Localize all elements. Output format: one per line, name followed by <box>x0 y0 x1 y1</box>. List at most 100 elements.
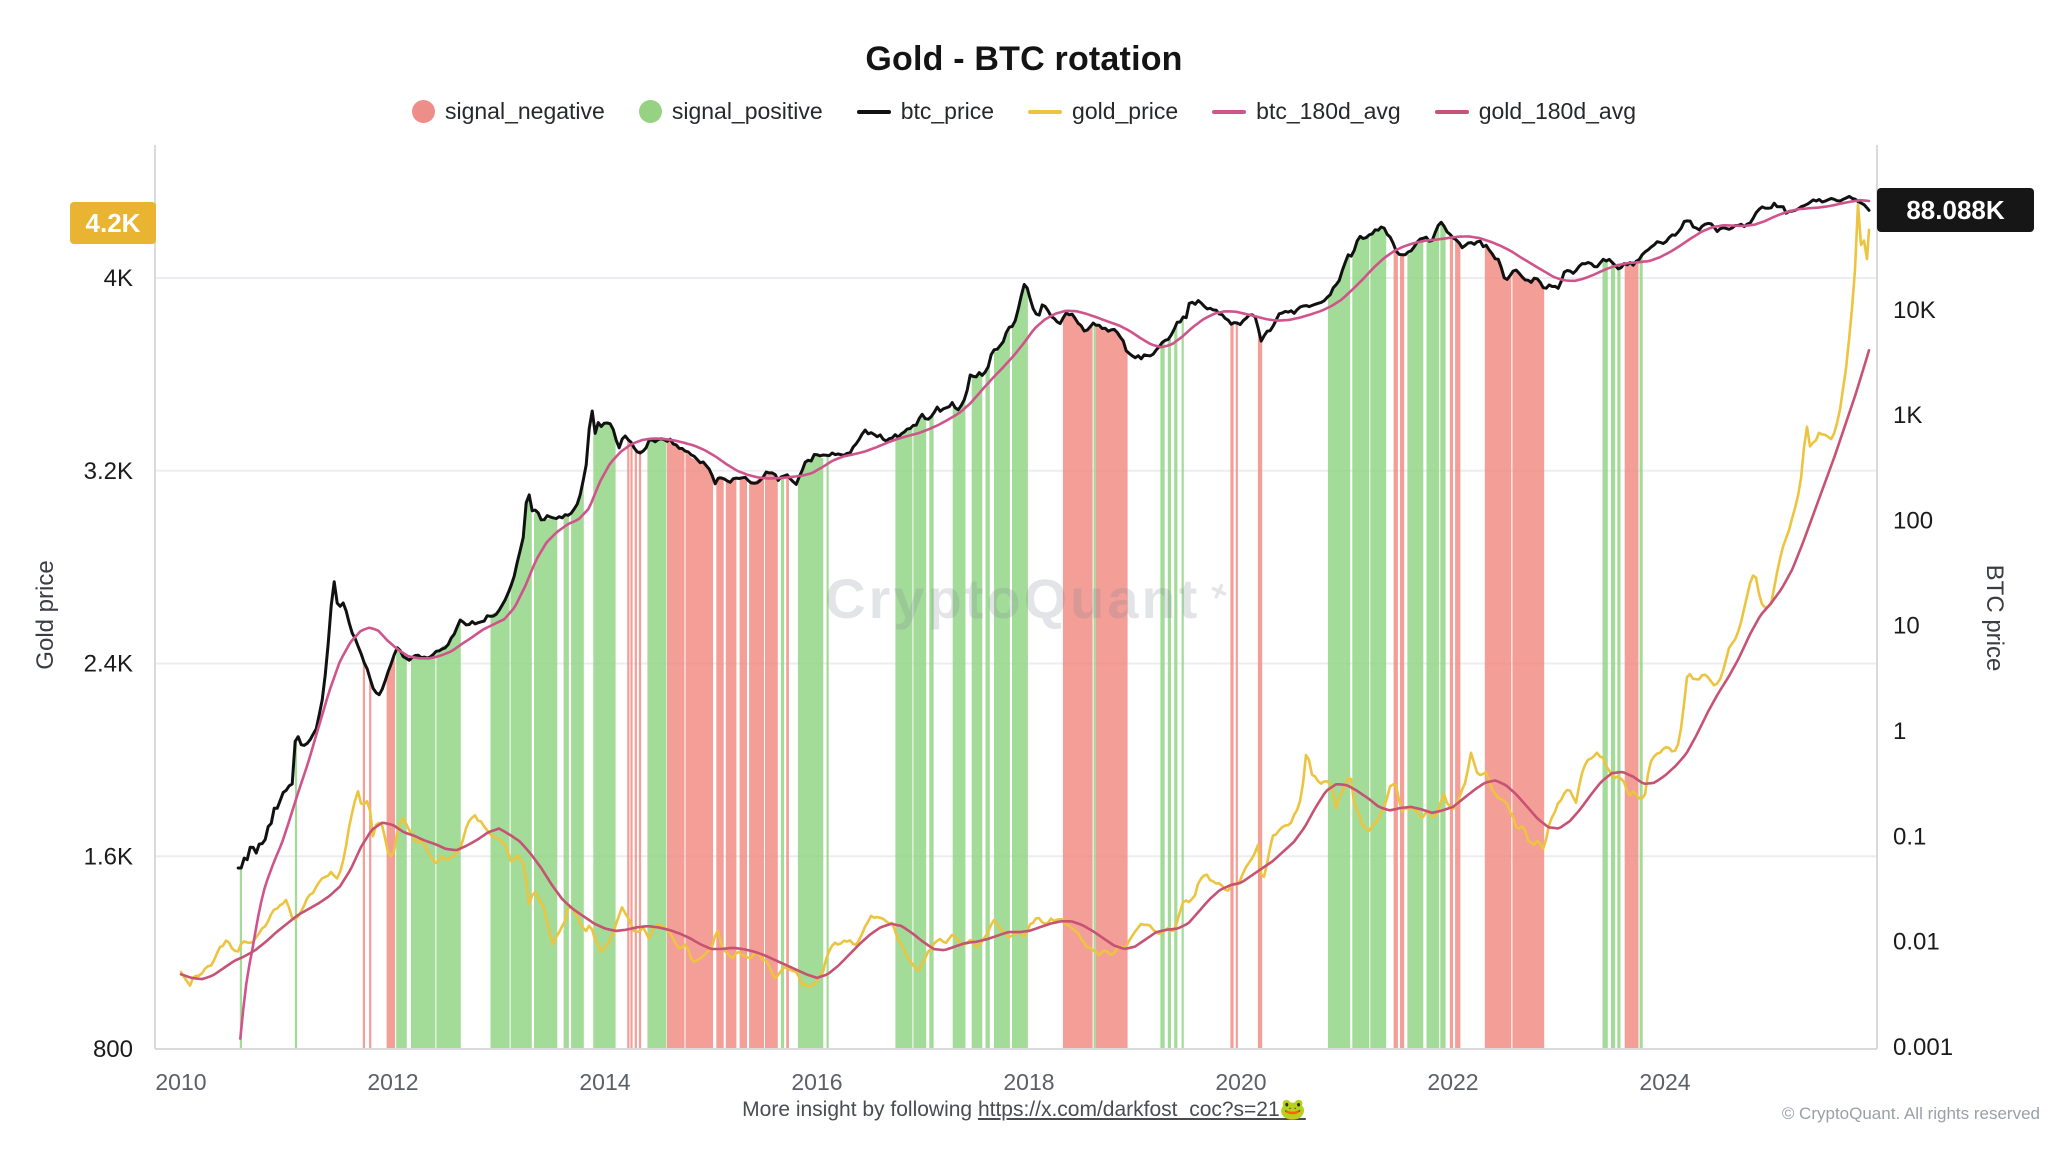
legend-label: btc_180d_avg <box>1256 98 1401 124</box>
footer-copyright: © CryptoQuant. All rights reserved <box>1781 1104 2040 1123</box>
signal-band-negative <box>369 676 372 1048</box>
year-axis-tick: 2012 <box>367 1069 418 1095</box>
legend-item-gold_180d_avg[interactable]: gold_180d_avg <box>1434 98 1636 125</box>
gold-180d-avg-line <box>179 349 1871 981</box>
gold-axis-tick: 800 <box>93 1036 133 1063</box>
year-axis-tick: 2024 <box>1639 1069 1690 1095</box>
signal-band-negative <box>1235 323 1238 1048</box>
signal-band-positive <box>436 619 461 1048</box>
signal-band-negative <box>1230 321 1234 1048</box>
signal-band-positive <box>1093 323 1096 1049</box>
signal-band-positive <box>396 646 407 1048</box>
signal-bands <box>239 223 1643 1049</box>
footer-note: More insight by following https://x.com/… <box>0 1098 2048 1122</box>
legend: signal_negative signal_positive btc_price g… <box>0 98 2048 125</box>
legend-item-btc_price[interactable]: btc_price <box>856 98 995 125</box>
signal-band-positive <box>1167 334 1171 1049</box>
signal-band-positive <box>952 395 966 1049</box>
signal-band-negative <box>1400 253 1405 1049</box>
signal-band-positive <box>571 479 584 1048</box>
signal-band-positive <box>797 453 824 1048</box>
year-axis-tick: 2014 <box>579 1069 630 1095</box>
signal-band-negative <box>739 477 747 1048</box>
signal-band-positive <box>826 456 829 1048</box>
signal-band-positive <box>1426 223 1440 1048</box>
page-title: Gold - BTC rotation <box>865 40 1183 78</box>
signal-band-positive <box>510 491 532 1049</box>
signal-band-positive <box>895 428 913 1048</box>
signal_positive-swatch-icon <box>638 100 662 123</box>
signal-band-positive <box>593 422 616 1049</box>
signal-band-negative <box>386 650 396 1048</box>
btc_price-swatch-icon <box>856 109 891 114</box>
signal-band-negative <box>627 439 630 1048</box>
signal-band-positive <box>1610 259 1616 1048</box>
signal-band-positive <box>1370 226 1387 1049</box>
footer-link[interactable]: https://x.com/darkfost_coc?s=21🐸 <box>977 1098 1306 1121</box>
signal-band-positive <box>1617 265 1621 1048</box>
legend-label: gold_price <box>1072 98 1179 124</box>
signal-band-negative <box>1062 313 1093 1048</box>
signal-band-negative <box>716 475 724 1048</box>
year-axis-tick: 2020 <box>1215 1069 1266 1095</box>
signal-band-negative <box>362 656 365 1048</box>
btc-axis-tick: 1K <box>1893 402 1922 429</box>
legend-item-gold_price[interactable]: gold_price <box>1028 98 1178 125</box>
signal-band-positive <box>1181 318 1184 1048</box>
gold-last-value-badge: 4.2K <box>70 202 156 244</box>
signal-band-negative <box>634 448 637 1048</box>
signal-band-positive <box>971 371 983 1048</box>
price-lines <box>179 194 1871 1040</box>
signal-band-negative <box>725 478 737 1048</box>
signal-band-negative <box>1095 323 1128 1049</box>
legend-label: signal_positive <box>671 98 823 124</box>
signal_negative-swatch-icon <box>411 100 435 123</box>
gold-axis-tick: 2.4K <box>84 651 133 678</box>
btc-axis-tick: 10K <box>1893 297 1936 324</box>
signal-band-positive <box>534 508 558 1048</box>
signal-band-positive <box>1440 223 1446 1048</box>
signal-band-positive <box>780 476 785 1048</box>
signal-band-positive <box>1160 339 1165 1048</box>
signal-band-negative <box>1624 262 1639 1049</box>
gold_price-swatch-icon <box>1028 109 1063 114</box>
legend-label: signal_negative <box>444 98 605 124</box>
btc_180d_avg-swatch-icon <box>1212 109 1247 114</box>
legend-item-signal_negative[interactable]: signal_negative <box>411 98 605 125</box>
gold-axis-tick: 1.6K <box>84 843 133 870</box>
signal-band-positive <box>647 437 667 1048</box>
signal-band-positive <box>411 653 436 1048</box>
signal-band-negative <box>1455 240 1461 1049</box>
year-axis-tick: 2016 <box>791 1069 842 1095</box>
signal-band-negative <box>630 442 633 1048</box>
btc-axis-tick: 0.001 <box>1893 1034 1953 1061</box>
btc-price-line <box>236 194 1871 870</box>
signal-band-positive <box>913 417 927 1048</box>
signal-band-negative <box>786 475 789 1048</box>
signal-band-positive <box>994 324 1010 1048</box>
legend-item-btc_180d_avg[interactable]: btc_180d_avg <box>1212 98 1401 125</box>
gold-price-line <box>179 203 1871 988</box>
signal-band-negative <box>667 438 685 1048</box>
legend-item-signal_positive[interactable]: signal_positive <box>638 98 823 125</box>
signal-band-positive <box>490 588 510 1048</box>
signal-band-positive <box>563 512 569 1048</box>
year-axis-tick: 2018 <box>1003 1069 1054 1095</box>
btc-180d-avg-line <box>239 198 1871 1040</box>
signal-band-positive <box>985 362 990 1049</box>
btc-axis-tick: 0.01 <box>1893 929 1940 956</box>
btc-axis-tick: 10 <box>1893 613 1920 640</box>
signal-band-positive <box>1407 238 1424 1049</box>
gold-axis-tick: 4K <box>104 265 133 292</box>
axis-lines <box>154 145 1878 1050</box>
gold-axis-tick: 3.2K <box>84 458 133 485</box>
signal-band-negative <box>1512 269 1545 1049</box>
legend-label: btc_price <box>900 98 995 124</box>
gold-axis-title: Gold price <box>32 560 59 670</box>
year-axis-tick: 2022 <box>1427 1069 1478 1095</box>
year-axis-tick: 2010 <box>155 1069 206 1095</box>
btc-axis-title: BTC price <box>1981 564 2008 672</box>
signal-band-positive <box>1639 254 1643 1048</box>
